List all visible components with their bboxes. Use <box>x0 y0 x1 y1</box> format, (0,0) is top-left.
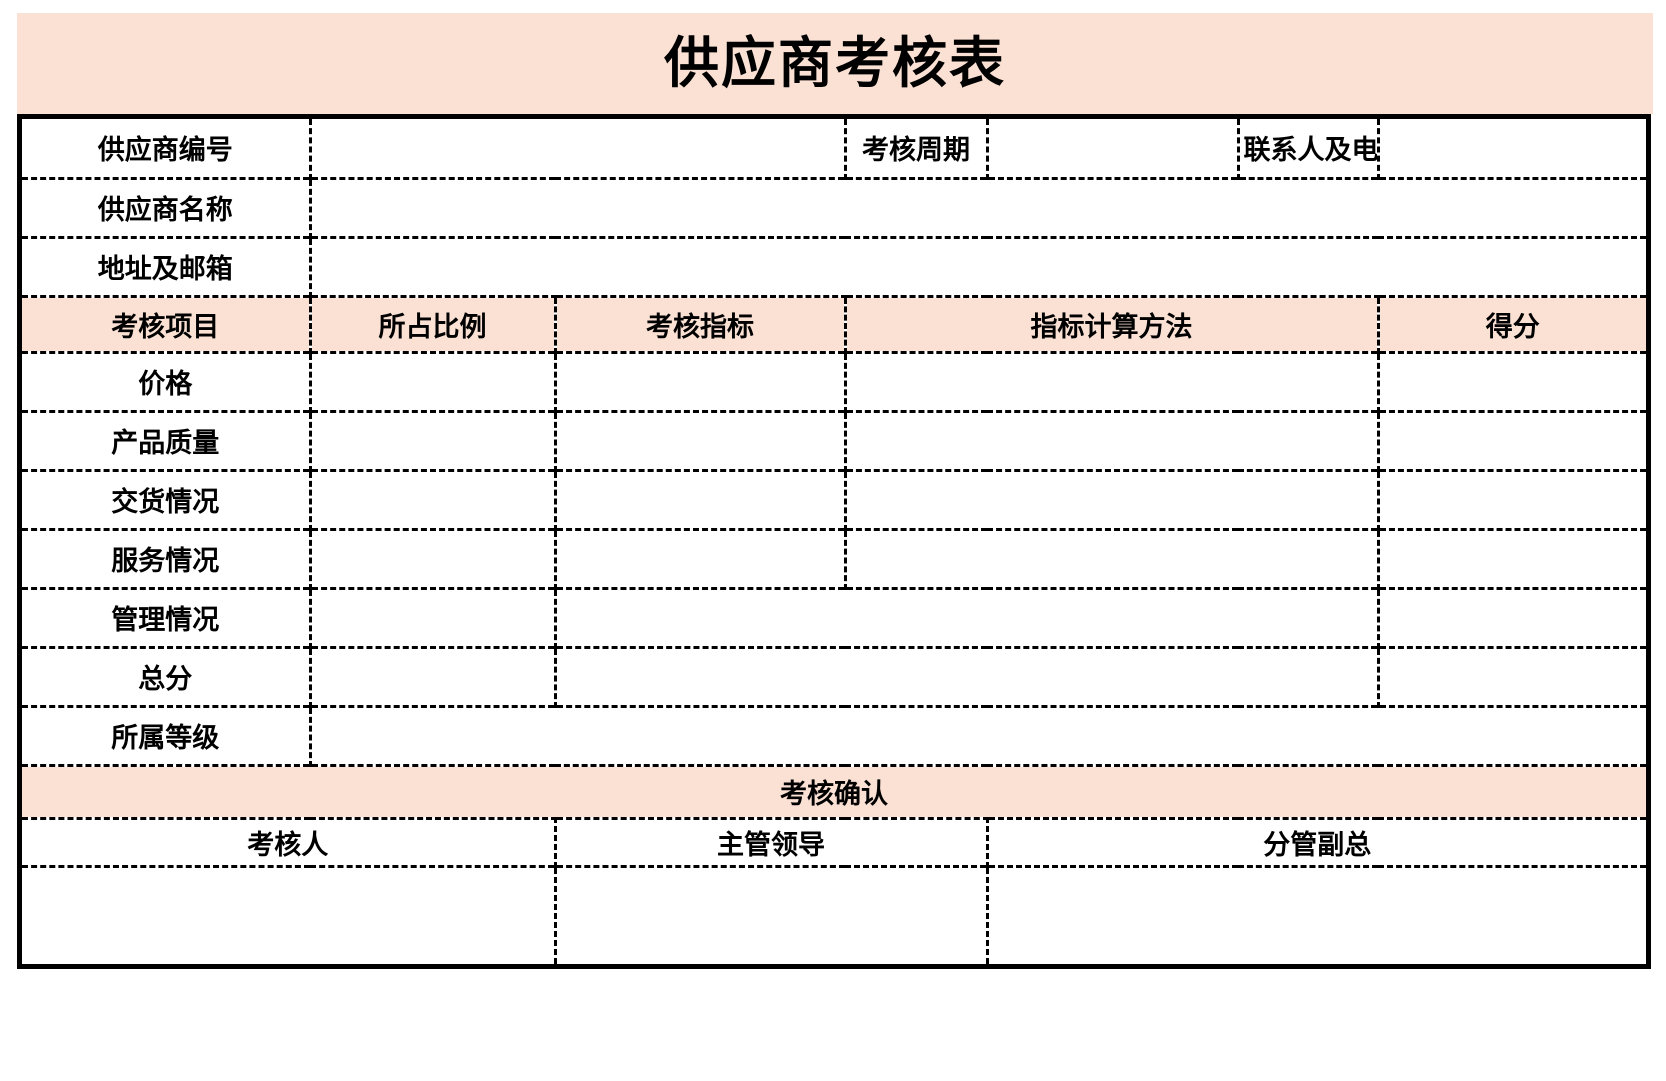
cell-service-indicator[interactable] <box>553 527 845 588</box>
cell-management-ratio[interactable] <box>308 586 555 647</box>
input-supplier-code[interactable] <box>308 119 845 178</box>
signature-vice-president[interactable] <box>987 864 1646 964</box>
table-row-service: 服务情况 <box>22 527 1646 588</box>
cell-product-quality-indicator[interactable] <box>553 409 845 470</box>
signature-assessor[interactable] <box>22 864 557 964</box>
cell-total-score-score[interactable] <box>1376 645 1646 706</box>
cell-price-ratio[interactable] <box>308 350 555 411</box>
row-label-total-score: 总分 <box>22 645 310 706</box>
cell-service-method[interactable] <box>843 527 1378 588</box>
label-address-email: 地址及邮箱 <box>22 235 310 296</box>
page-title: 供应商考核表 <box>663 32 1006 94</box>
header-method: 指标计算方法 <box>843 294 1378 352</box>
signature-header-row: 考核人 主管领导 分管副总 <box>22 816 1646 866</box>
input-assessment-period[interactable] <box>985 119 1238 178</box>
cell-service-ratio[interactable] <box>308 527 555 588</box>
page-title-band: 供应商考核表 <box>17 13 1653 114</box>
header-score: 得分 <box>1376 294 1646 352</box>
header-supervisor: 主管领导 <box>555 816 989 866</box>
header-indicator: 考核指标 <box>553 294 845 352</box>
cell-total-score-ratio[interactable] <box>308 645 555 706</box>
grid: 供应商编号 考核周期 联系人及电话 供应商名称 地址及邮箱 <box>22 119 1646 964</box>
cell-delivery-indicator[interactable] <box>553 468 845 529</box>
cell-product-quality-ratio[interactable] <box>308 409 555 470</box>
table-row-delivery: 交货情况 <box>22 468 1646 529</box>
cell-service-score[interactable] <box>1376 527 1646 588</box>
label-supplier-code: 供应商编号 <box>97 135 233 166</box>
table-row-grade-level: 所属等级 <box>22 704 1646 765</box>
confirmation-banner-row: 考核确认 <box>22 763 1646 818</box>
confirmation-title: 考核确认 <box>22 763 1646 818</box>
cell-total-score-indicator-method[interactable] <box>553 645 1378 706</box>
cell-price-score[interactable] <box>1376 350 1646 411</box>
signature-blank-row <box>22 864 1646 964</box>
signature-supervisor[interactable] <box>555 864 989 964</box>
table-row-supplier-name: 供应商名称 <box>22 176 1646 237</box>
header-item: 考核项目 <box>22 294 310 352</box>
table-row-address-email: 地址及邮箱 <box>22 235 1646 296</box>
supplier-assessment-table: 供应商编号 考核周期 联系人及电话 供应商名称 地址及邮箱 <box>17 114 1651 969</box>
header-ratio: 所占比例 <box>308 294 555 352</box>
cell-product-quality-method[interactable] <box>843 409 1378 470</box>
table-row-price: 价格 <box>22 350 1646 411</box>
input-supplier-name[interactable] <box>308 176 1646 237</box>
cell-delivery-ratio[interactable] <box>308 468 555 529</box>
cell-management-indicator-method[interactable] <box>553 586 1378 647</box>
row-label-delivery: 交货情况 <box>22 468 310 529</box>
cell-delivery-score[interactable] <box>1376 468 1646 529</box>
row-label-service: 服务情况 <box>22 527 310 588</box>
table-row-management: 管理情况 <box>22 586 1646 647</box>
table-row-total-score: 总分 <box>22 645 1646 706</box>
cell-price-indicator[interactable] <box>553 350 845 411</box>
cell-grade-level-value[interactable] <box>308 704 1646 765</box>
cell-price-method[interactable] <box>843 350 1378 411</box>
header-assessor: 考核人 <box>22 816 557 866</box>
cell-product-quality-score[interactable] <box>1376 409 1646 470</box>
row-label-price: 价格 <box>22 350 310 411</box>
assessment-header-row: 考核项目 所占比例 考核指标 指标计算方法 得分 <box>22 294 1646 352</box>
input-contact-person-phone[interactable] <box>1376 119 1646 178</box>
row-label-product-quality: 产品质量 <box>22 409 310 470</box>
label-assessment-period: 考核周期 <box>843 119 987 178</box>
label-contact-person-phone: 联系人及电话 <box>1236 119 1378 178</box>
row-label-grade-level: 所属等级 <box>22 704 310 765</box>
row-label-management: 管理情况 <box>22 586 310 647</box>
label-supplier-name: 供应商名称 <box>22 176 310 237</box>
table-row-supplier-code: 供应商编号 考核周期 联系人及电话 <box>22 119 1646 178</box>
input-address-email[interactable] <box>308 235 1646 296</box>
header-vice-president: 分管副总 <box>987 816 1646 866</box>
cell-delivery-method[interactable] <box>843 468 1378 529</box>
cell-management-score[interactable] <box>1376 586 1646 647</box>
table-row-product-quality: 产品质量 <box>22 409 1646 470</box>
